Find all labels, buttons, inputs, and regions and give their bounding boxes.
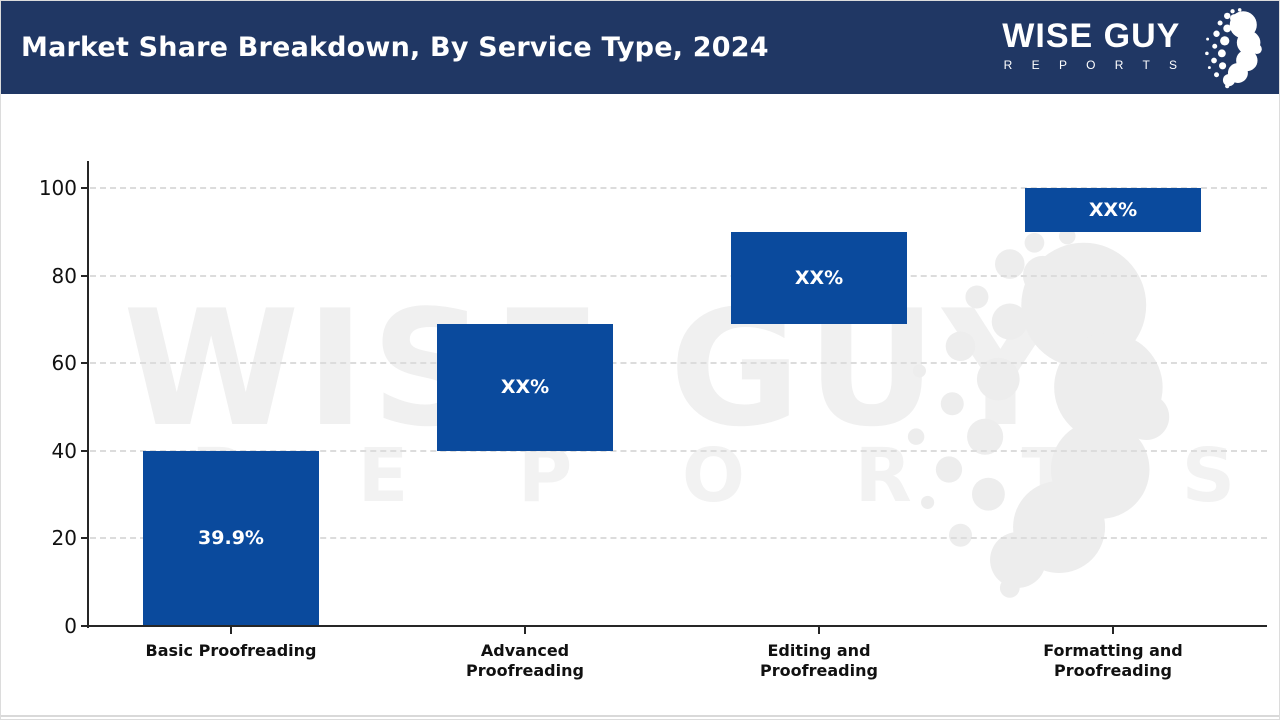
x-axis-category-line: Proofreading: [466, 661, 584, 680]
x-axis-line: [87, 625, 1267, 627]
head-dot: [1212, 43, 1218, 49]
header-bar: Market Share Breakdown, By Service Type,…: [1, 1, 1279, 94]
bar-2: XX%: [437, 323, 613, 451]
head-dot: [945, 331, 976, 362]
y-axis-tick: [81, 449, 88, 452]
bar-value-label: 39.9%: [198, 527, 264, 550]
y-axis-tick-label: 60: [51, 351, 77, 376]
y-axis-tick-label: 40: [51, 438, 77, 463]
x-axis-category-label: Advanced Proofreading: [415, 641, 635, 681]
head-dot: [1225, 84, 1230, 89]
head-dot: [1217, 49, 1226, 58]
head-dot: [1230, 9, 1235, 14]
logo-name: WISE GUY: [1002, 17, 1181, 55]
head-dot: [965, 285, 989, 309]
bar-value-label: XX%: [794, 266, 844, 289]
bottom-divider: [1, 715, 1279, 717]
head-dot: [1123, 393, 1170, 440]
head-dot: [971, 477, 1005, 511]
head-dot: [1224, 12, 1231, 20]
head-dot: [907, 428, 925, 445]
head-dot: [994, 249, 1025, 279]
x-axis-tick: [524, 627, 526, 634]
y-axis-tick: [81, 187, 88, 189]
y-axis-line: [87, 161, 89, 628]
head-dot: [990, 531, 1046, 588]
head-dot: [1211, 57, 1217, 64]
head-dot: [1213, 30, 1220, 37]
head-dot: [1217, 20, 1223, 26]
y-axis-tick-label: 20: [51, 526, 77, 551]
head-dot: [1059, 227, 1076, 245]
head-dot: [991, 303, 1028, 340]
gridline-y-100: [90, 187, 1267, 189]
head-dot: [1222, 74, 1236, 87]
head-dot: [967, 418, 1004, 455]
gridline-y-40: [90, 449, 1267, 452]
logo-subtitle: R E P O R T S: [1003, 58, 1185, 72]
logo-head-silhouette-icon: [1185, 7, 1273, 89]
page-title: Market Share Breakdown, By Service Type,…: [21, 32, 769, 63]
x-axis-category-line: Proofreading: [760, 661, 878, 680]
head-dot: [1220, 36, 1230, 46]
bar-value-label: XX%: [500, 376, 550, 399]
head-dot: [1024, 232, 1045, 253]
head-dot: [948, 523, 972, 547]
dotted-head-icon: [907, 227, 1170, 598]
watermark-head-silhouette-icon: [853, 223, 1183, 601]
head-dot: [912, 364, 926, 378]
x-axis-category-line: Formatting and: [1043, 641, 1183, 660]
bar-3: XX%: [731, 231, 907, 324]
gridline-y-60: [90, 362, 1267, 365]
bar-4: XX%: [1025, 188, 1201, 232]
y-axis-tick-label: 100: [38, 176, 77, 200]
x-axis-tick: [230, 627, 232, 634]
x-axis-category-label: Basic Proofreading: [121, 641, 341, 661]
x-axis-category-label: Editing and Proofreading: [709, 641, 929, 681]
x-axis-category-line: Proofreading: [1054, 661, 1172, 680]
head-dot: [976, 357, 1020, 401]
y-axis-tick: [81, 362, 88, 365]
head-dot: [1230, 14, 1239, 23]
head-dot: [1207, 66, 1211, 70]
x-axis-category-label: Formatting and Proofreading: [1003, 641, 1223, 681]
dotted-head-icon: [1205, 8, 1262, 89]
bar-value-label: XX%: [1088, 198, 1138, 221]
x-axis-category-line: Basic Proofreading: [145, 641, 317, 660]
head-dot: [1214, 72, 1220, 78]
x-axis-tick: [1112, 627, 1114, 634]
x-axis-tick: [818, 627, 820, 634]
y-axis-tick: [81, 625, 88, 627]
head-dot: [1205, 51, 1209, 56]
head-dot: [935, 456, 963, 483]
head-dot: [1237, 8, 1242, 12]
x-axis-category-line: Editing and: [767, 641, 871, 660]
logo-text: WISE GUY R E P O R T S: [998, 19, 1185, 72]
head-dot: [1251, 44, 1262, 55]
gridline-y-80: [90, 274, 1267, 277]
head-dot: [1223, 24, 1232, 33]
head-dot: [1219, 62, 1227, 70]
y-axis-tick-label: 0: [64, 614, 77, 638]
y-axis-tick: [81, 537, 88, 540]
head-dot: [1206, 37, 1210, 41]
bar-1: 39.9%: [143, 450, 319, 626]
y-axis-tick-label: 80: [51, 263, 77, 288]
y-axis-tick: [81, 274, 88, 277]
head-dot: [999, 577, 1020, 598]
head-dot: [940, 392, 964, 416]
gridline-y-20: [90, 537, 1267, 540]
wise-guy-reports-logo: WISE GUY R E P O R T S: [1002, 5, 1273, 91]
x-axis-category-line: Advanced: [480, 641, 570, 660]
head-dot: [921, 495, 935, 509]
